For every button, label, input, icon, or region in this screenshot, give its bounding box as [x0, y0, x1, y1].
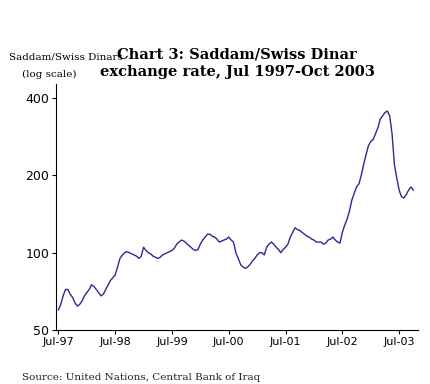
Text: (log scale): (log scale) — [9, 70, 76, 79]
Title: Chart 3: Saddam/Swiss Dinar
exchange rate, Jul 1997-Oct 2003: Chart 3: Saddam/Swiss Dinar exchange rat… — [99, 48, 374, 79]
Text: Saddam/Swiss Dinars: Saddam/Swiss Dinars — [9, 53, 123, 61]
Text: Source: United Nations, Central Bank of Iraq: Source: United Nations, Central Bank of … — [22, 373, 259, 382]
